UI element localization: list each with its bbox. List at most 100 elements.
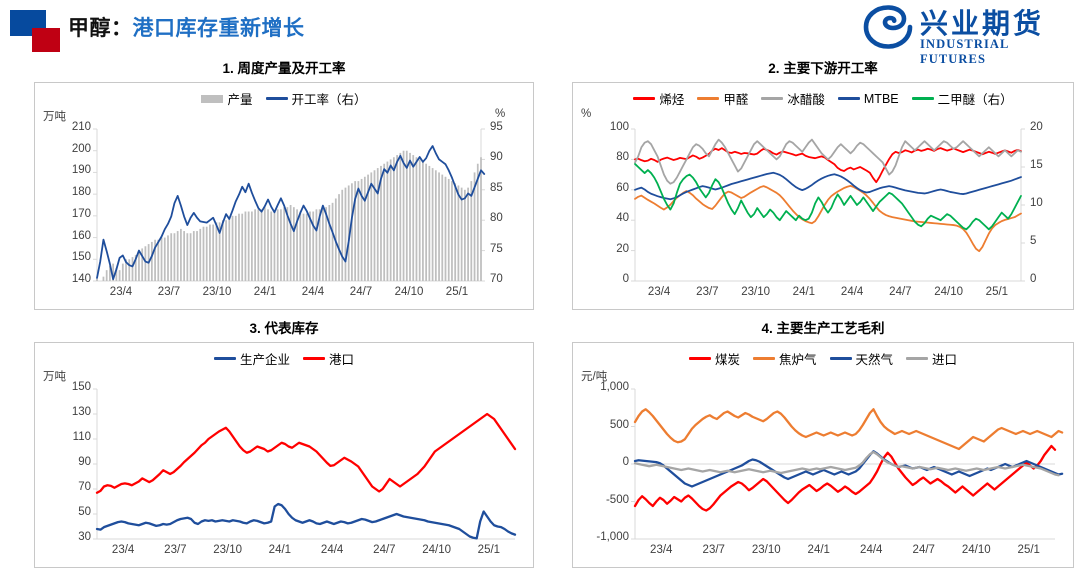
x-axis-tick: 23/4 <box>109 286 133 298</box>
page-title-headline: 港口库存重新增长 <box>132 17 305 40</box>
legend-item[interactable]: 甲醛 <box>697 89 748 108</box>
y-axis-tick: 190 <box>71 164 91 177</box>
legend-item[interactable]: MTBE <box>837 91 899 106</box>
y-axis-tick: -1,000 <box>596 531 629 543</box>
chart-plot-area: 产量 开工率（右） 万吨% 140 150 160 170 180 190 200 210 70 75 8… <box>34 82 534 310</box>
chart-panel-weekly-output: 1. 周度产量及开工率 产量 开工率（右） 万吨% 140 150 160 170 180 19… <box>34 60 534 310</box>
chart-plot-area: 煤炭 焦炉气 天然气 进口 元/吨 -1,000 -500 0 500 1,000 23/4 23/7… <box>572 342 1074 568</box>
x-axis-tick: 23/4 <box>111 544 135 556</box>
legend-label: 产量 <box>227 93 253 107</box>
x-axis-tick: 24/4 <box>301 286 325 298</box>
x-axis-tick: 24/7 <box>912 544 935 556</box>
legend-item[interactable]: 产量 <box>201 89 253 108</box>
x-axis-tick: 25/1 <box>985 286 1009 298</box>
chart-legend: 生产企业 港口 <box>35 349 533 368</box>
y2-axis-tick: 15 <box>1030 159 1043 171</box>
x-axis-tick: 23/4 <box>650 544 673 556</box>
logo-company-name-cn: 兴业期货 <box>920 7 1045 40</box>
legend-swatch <box>265 97 288 100</box>
y-axis-tick: 70 <box>78 481 91 493</box>
legend-label: MTBE <box>863 91 899 106</box>
y-axis-tick: 50 <box>78 506 91 518</box>
x-axis-tick: 24/10 <box>961 544 991 556</box>
x-axis-tick: 24/1 <box>792 286 816 298</box>
y-axis-unit-label: 万吨 <box>43 111 66 123</box>
y2-axis-tick: 0 <box>1030 273 1037 285</box>
chart-panel-downstream-rates: 2. 主要下游开工率 烯烃 甲醛 冰醋酸 MTBE 二甲醚（右）% 0 20 40 60 80 10… <box>572 60 1074 310</box>
chart-legend: 烯烃 甲醛 冰醋酸 MTBE 二甲醚（右） <box>573 89 1073 108</box>
y-axis-tick: 140 <box>71 273 91 285</box>
y2-axis-tick: 20 <box>1030 121 1043 133</box>
x-axis-tick: 24/4 <box>860 544 883 556</box>
legend-label: 冰醋酸 <box>787 93 825 107</box>
x-axis-tick: 23/10 <box>213 544 243 556</box>
y-axis-tick: 40 <box>616 212 629 225</box>
legend-item[interactable]: 焦炉气 <box>752 349 817 368</box>
chart-title: 3. 代表库存 <box>249 321 319 336</box>
x-axis-tick: 23/7 <box>164 544 187 556</box>
x-axis-tick: 23/10 <box>741 286 771 298</box>
x-axis-tick: 24/1 <box>807 544 830 556</box>
x-axis-tick: 25/1 <box>1017 544 1040 556</box>
legend-label: 烯烃 <box>659 93 685 107</box>
legend-label: 焦炉气 <box>778 353 817 367</box>
x-axis-tick: 24/7 <box>373 544 396 556</box>
legend-swatch <box>906 357 929 360</box>
y-axis-tick: 200 <box>71 142 91 155</box>
legend-swatch <box>911 97 934 100</box>
y-axis-tick: 150 <box>71 381 91 393</box>
chart-title: 4. 主要生产工艺毛利 <box>761 321 885 336</box>
legend-swatch <box>303 357 325 360</box>
y-axis-tick: -500 <box>605 493 629 506</box>
x-axis-tick: 23/10 <box>751 544 781 556</box>
chart-title: 1. 周度产量及开工率 <box>222 61 346 76</box>
y-axis-tick: 20 <box>616 242 629 255</box>
x-axis-tick: 24/4 <box>840 286 864 298</box>
chart-panel-inventory: 3. 代表库存 生产企业 港口 万吨 30 50 70 90 110 130 150 23/4 23/… <box>34 320 534 568</box>
y2-axis-tick: 10 <box>1030 197 1043 209</box>
legend-item[interactable]: 烯烃 <box>633 89 684 108</box>
y2-axis-tick: 5 <box>1030 235 1037 247</box>
legend-item[interactable]: 冰醋酸 <box>761 89 825 108</box>
x-axis-tick: 23/7 <box>702 544 725 556</box>
legend-label: 二甲醚（右） <box>937 93 1013 107</box>
legend-label: 天然气 <box>855 353 894 367</box>
legend-swatch <box>633 97 656 100</box>
y2-axis-tick: 80 <box>490 212 503 225</box>
legend-item[interactable]: 进口 <box>906 349 957 368</box>
x-axis-tick: 24/10 <box>934 286 964 298</box>
legend-item[interactable]: 二甲醚（右） <box>911 89 1013 108</box>
y-axis-unit-label: 元/吨 <box>581 371 608 383</box>
y-axis-tick: 170 <box>71 207 91 220</box>
chart-svg <box>93 128 486 282</box>
legend-label: 生产企业 <box>239 353 290 367</box>
y-axis-tick: 100 <box>609 121 629 133</box>
y-axis-unit-label: 万吨 <box>43 371 66 383</box>
legend-swatch <box>697 97 720 100</box>
legend-swatch <box>213 357 236 360</box>
legend-swatch <box>837 97 860 100</box>
chart-plot-area: 生产企业 港口 万吨 30 50 70 90 110 130 150 23/4 23/7 23/10 24… <box>34 342 534 568</box>
legend-swatch <box>752 357 775 360</box>
legend-item[interactable]: 煤炭 <box>688 349 740 368</box>
legend-label: 进口 <box>932 353 958 367</box>
y2-axis-tick: 75 <box>490 242 503 255</box>
legend-item[interactable]: 生产企业 <box>213 349 290 368</box>
page-title: 甲醇：港口库存重新增长 <box>68 12 305 42</box>
y-axis-tick: 110 <box>72 431 91 443</box>
x-axis-tick: 24/7 <box>889 286 912 298</box>
y-axis-tick: 160 <box>71 229 91 242</box>
legend-item[interactable]: 开工率（右） <box>265 89 367 108</box>
legend-item[interactable]: 港口 <box>303 349 354 368</box>
y-axis-tick: 0 <box>622 273 629 285</box>
y-axis-tick: 30 <box>78 531 91 543</box>
x-axis-tick: 24/10 <box>422 544 452 556</box>
x-axis-tick: 24/7 <box>349 286 373 298</box>
legend-swatch <box>761 97 784 100</box>
y2-axis-tick: 95 <box>490 121 503 133</box>
y-axis-tick: 90 <box>78 456 91 468</box>
legend-label: 开工率（右） <box>291 93 367 107</box>
spiral-logo-icon <box>862 5 914 49</box>
legend-swatch <box>829 357 852 360</box>
legend-item[interactable]: 天然气 <box>829 349 894 368</box>
